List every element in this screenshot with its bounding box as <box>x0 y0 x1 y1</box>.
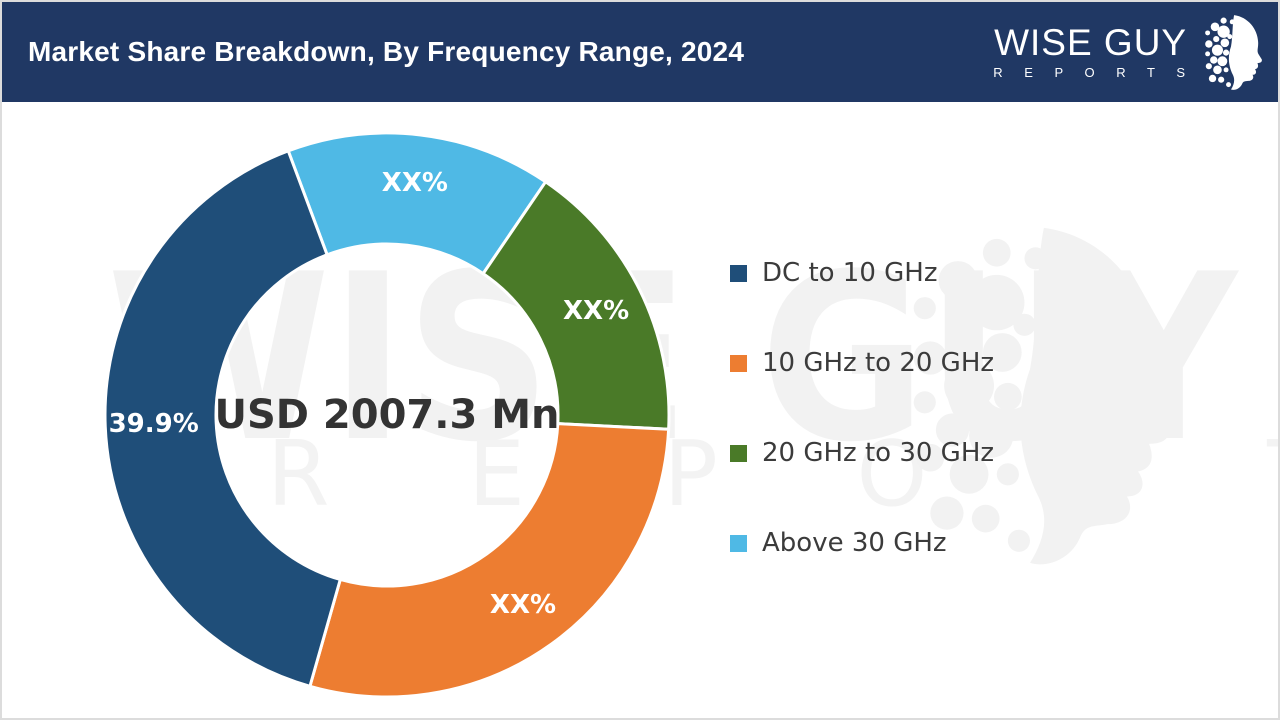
segment-value-label: XX% <box>381 168 448 199</box>
legend-item-10-ghz-to-20-ghz: 10 GHz to 20 GHz <box>730 318 994 408</box>
chart-center-value: USD 2007.3 Mn <box>214 392 560 438</box>
head-dots-icon <box>1200 12 1262 92</box>
legend-swatch <box>730 264 747 282</box>
wise-guy-logo: WISE GUY R E P O R T S <box>987 2 1262 102</box>
donut-segment-dc-to-10-ghz <box>103 149 342 688</box>
legend-item-dc-to-10-ghz: DC to 10 GHz <box>730 228 994 318</box>
logo-text: WISE GUY R E P O R T S <box>987 24 1194 80</box>
chart-legend: DC to 10 GHz 10 GHz to 20 GHz 20 GHz to 30… <box>730 228 994 588</box>
segment-value-label: 39.9% <box>108 409 199 440</box>
legend-swatch <box>730 534 747 552</box>
legend-item-20-ghz-to-30-ghz: 20 GHz to 30 GHz <box>730 408 994 498</box>
legend-label: 10 GHz to 20 GHz <box>762 348 995 378</box>
logo-name-text: WISE GUY <box>994 22 1188 63</box>
watermark-head-icon <box>880 214 1180 579</box>
donut-segment-above-30-ghz <box>286 131 548 276</box>
legend-label: 20 GHz to 30 GHz <box>762 438 995 468</box>
logo-reports-text: R E P O R T S <box>993 65 1194 80</box>
page-title: Market Share Breakdown, By Frequency Ran… <box>28 36 745 67</box>
donut-segment-10-ghz-to-20-ghz <box>308 422 671 699</box>
segment-value-label: XX% <box>489 589 557 620</box>
legend-swatch <box>730 444 747 462</box>
header-bar <box>2 2 1278 102</box>
legend-swatch <box>730 354 747 372</box>
legend-label: Above 30 GHz <box>762 528 947 558</box>
donut-chart: USD 2007.3 Mn XX% XX% XX% 39.9% <box>102 130 672 700</box>
segment-value-label: XX% <box>562 296 630 327</box>
legend-item-above-30-ghz: Above 30 GHz <box>730 498 994 588</box>
legend-label: DC to 10 GHz <box>762 258 938 288</box>
